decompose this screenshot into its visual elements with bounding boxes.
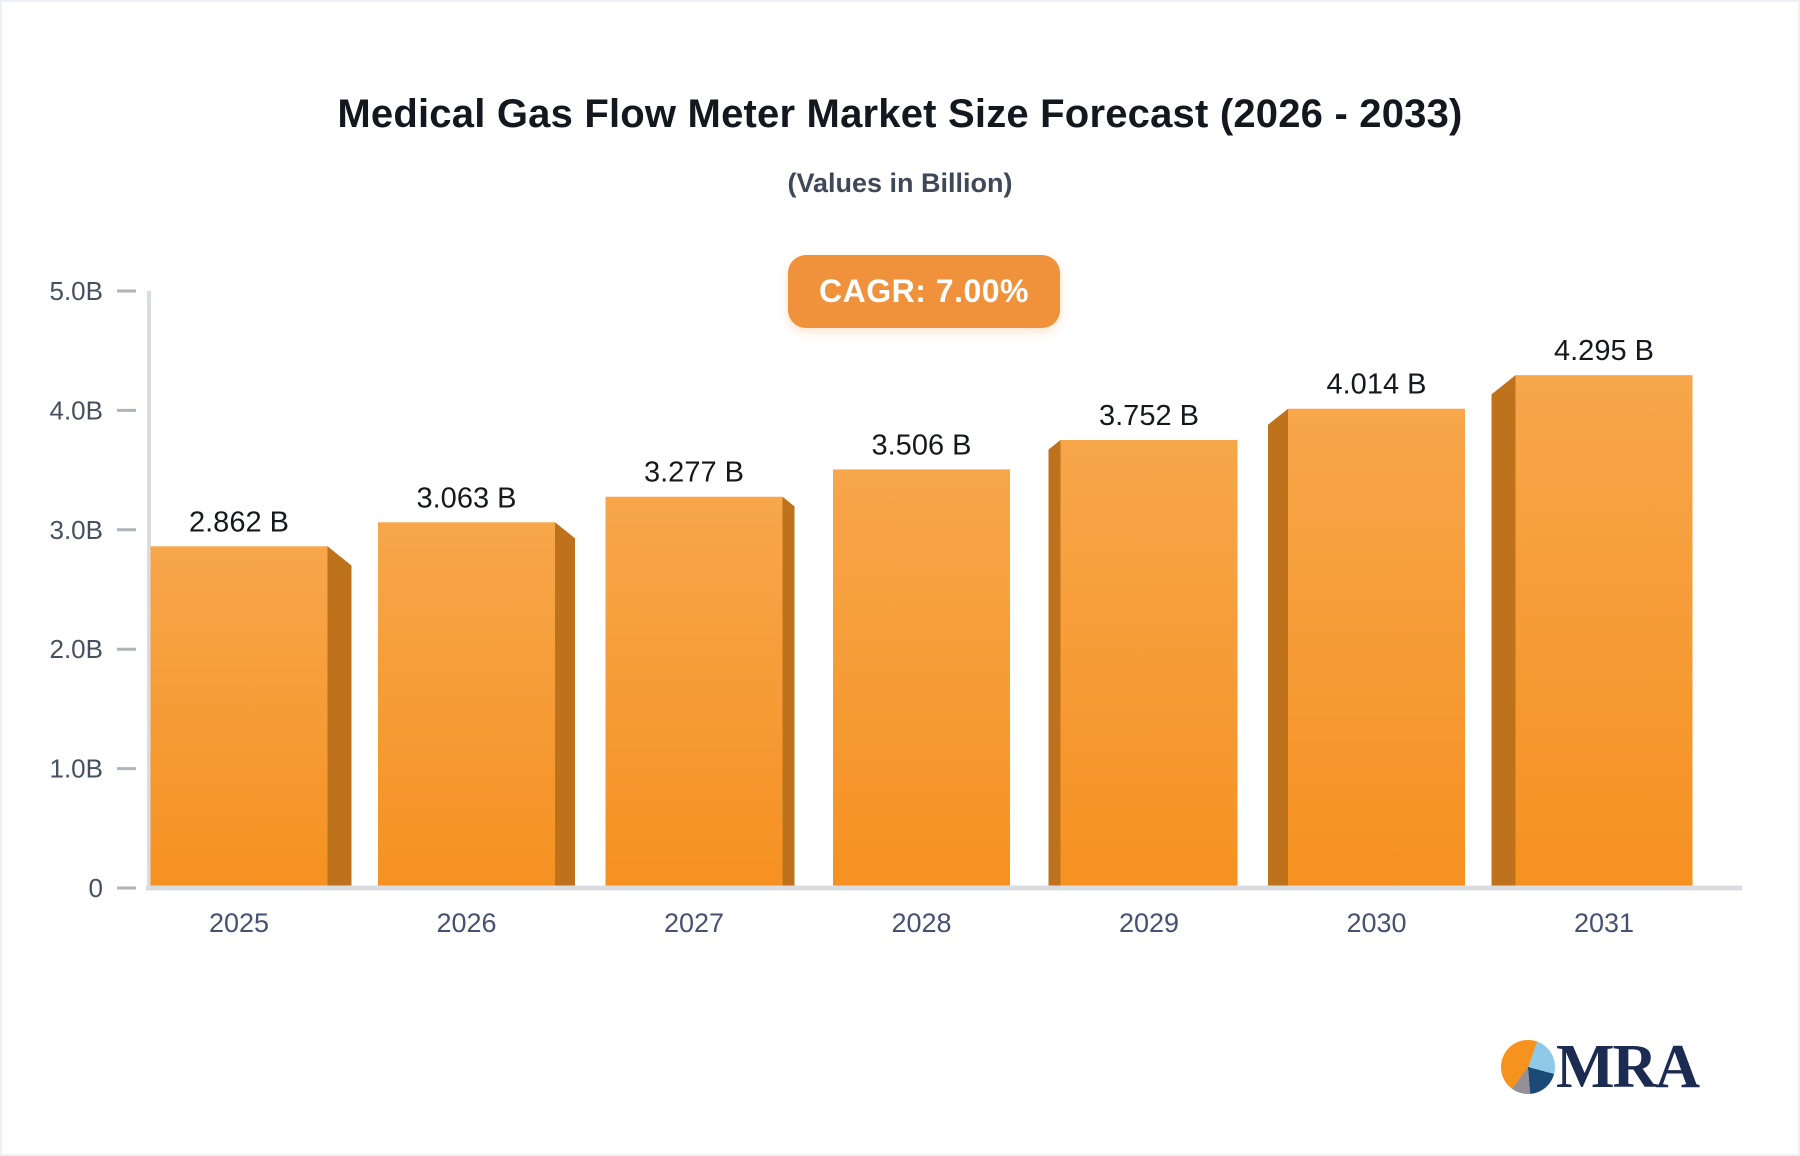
- bar-side-2025: [327, 546, 352, 888]
- y-axis-tick-label: 2.0B: [50, 634, 104, 664]
- bar-side-2026: [555, 522, 575, 888]
- bar-value-label: 4.014 B: [1327, 369, 1427, 401]
- chart-title: Medical Gas Flow Meter Market Size Forec…: [337, 92, 1463, 136]
- bar-value-label: 3.277 B: [644, 457, 744, 489]
- x-axis-label: 2025: [209, 908, 269, 938]
- bar-side-2030: [1268, 408, 1288, 888]
- bar-side-2027: [782, 496, 795, 888]
- y-axis-tick-label: 3.0B: [50, 515, 104, 545]
- y-axis-tick-label: 4.0B: [50, 395, 104, 425]
- bar-side-2029: [1048, 440, 1061, 888]
- bar-value-label: 4.295 B: [1554, 335, 1654, 367]
- mra-logo: MRA: [1501, 1033, 1700, 1101]
- x-axis-label: 2030: [1346, 908, 1406, 938]
- x-axis-label: 2031: [1574, 908, 1634, 938]
- bar-2030: [1288, 408, 1465, 888]
- mra-pie-icon: [1501, 1040, 1555, 1094]
- bar-value-label: 3.752 B: [1099, 400, 1199, 432]
- bar-value-label: 3.063 B: [417, 482, 517, 514]
- mra-logo-text: MRA: [1556, 1033, 1700, 1101]
- x-axis-label: 2028: [891, 908, 951, 938]
- bar-2026: [378, 522, 555, 888]
- bar-value-label: 3.506 B: [872, 429, 972, 461]
- bar-side-2031: [1491, 375, 1516, 888]
- bar-2031: [1515, 375, 1693, 888]
- chart-subtitle: (Values in Billion): [787, 168, 1013, 198]
- x-axis-label: 2029: [1119, 908, 1179, 938]
- bar-2029: [1060, 440, 1238, 888]
- y-axis-tick-label: 5.0B: [50, 276, 104, 306]
- x-axis-label: 2026: [436, 908, 496, 938]
- bar-2028: [833, 469, 1010, 888]
- x-axis-label: 2027: [664, 908, 724, 938]
- bar-2025: [150, 546, 328, 888]
- y-axis-tick-label: 0: [89, 873, 103, 903]
- bar-2027: [605, 496, 783, 888]
- y-axis-tick-label: 1.0B: [50, 754, 104, 784]
- bar-value-label: 2.862 B: [189, 506, 289, 538]
- cagr-badge: CAGR: 7.00%: [788, 255, 1060, 328]
- cagr-badge-label: CAGR: 7.00%: [819, 273, 1029, 309]
